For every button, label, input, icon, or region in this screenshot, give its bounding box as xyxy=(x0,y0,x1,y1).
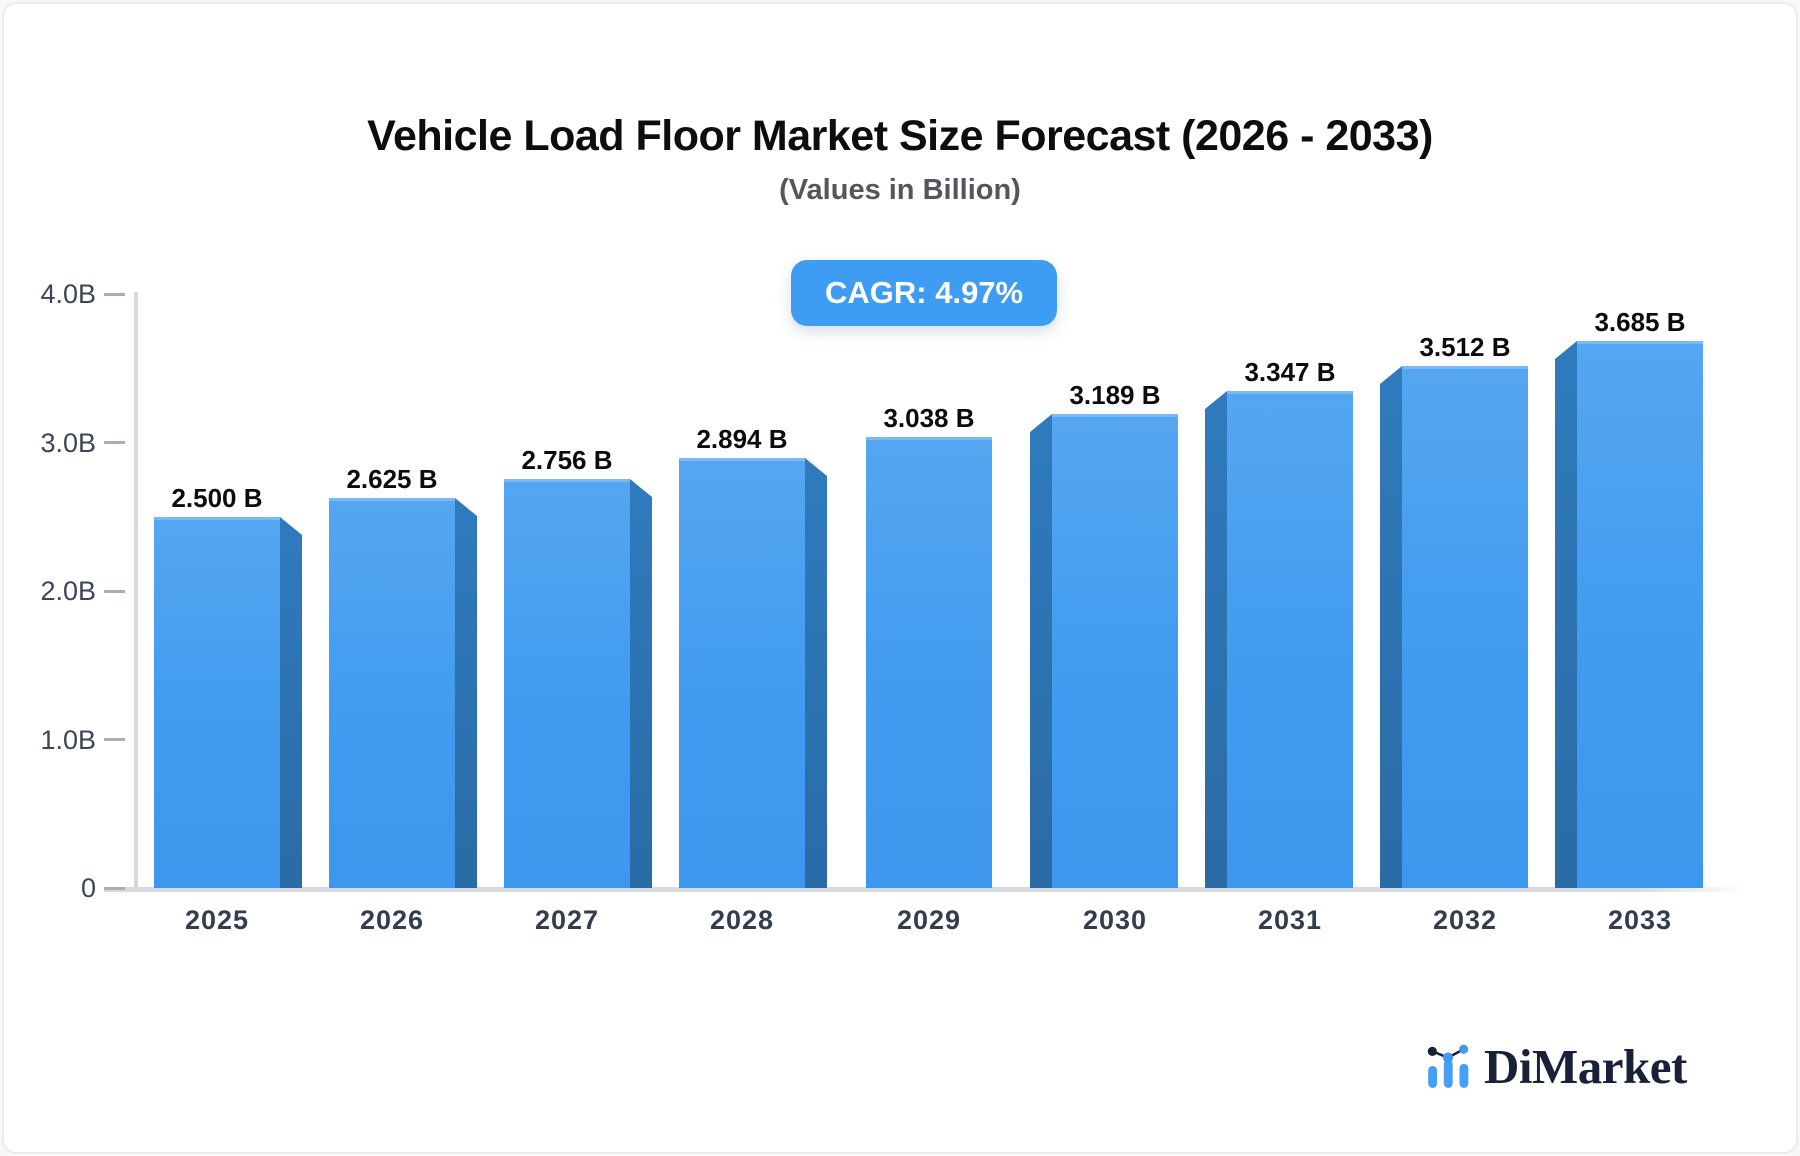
y-axis-tick-label: 0 xyxy=(80,873,96,903)
x-axis-label: 2027 xyxy=(534,905,600,935)
x-axis-label: 2029 xyxy=(896,905,962,935)
bar-value-label: 3.347 B xyxy=(1244,357,1336,387)
bar xyxy=(154,517,280,888)
bar-value-label: 2.500 B xyxy=(171,483,263,513)
bar-3d-side xyxy=(1380,366,1402,888)
bar-value-label: 3.189 B xyxy=(1069,380,1161,410)
bar-value-label: 2.625 B xyxy=(346,464,438,494)
bar-3d-side xyxy=(1205,391,1227,888)
y-axis-tick-label: 1.0B xyxy=(40,724,96,755)
bar-group-2029: 3.038 B 2029 xyxy=(855,405,1003,935)
x-axis-label: 2033 xyxy=(1607,905,1673,935)
x-axis-label: 2028 xyxy=(709,905,775,935)
y-axis-line xyxy=(134,292,138,890)
y-axis-tick-label: 3.0B xyxy=(40,427,96,458)
x-axis-baseline xyxy=(104,887,1746,892)
bar-value-label: 3.512 B xyxy=(1419,332,1511,362)
bar-group-2032: 3.512 B 2032 xyxy=(1380,334,1528,935)
plot-area: 4.0B 3.0B 2.0B 1.0B 0 2.500 B 2025 2.625 B 2026… xyxy=(4,4,1796,1152)
y-axis-tick-mark xyxy=(104,738,125,741)
bar-group-2028: 2.894 B 2028 xyxy=(679,426,827,935)
bar xyxy=(504,479,630,888)
bar-value-label: 3.685 B xyxy=(1594,307,1686,337)
bar-value-label: 2.894 B xyxy=(696,424,788,454)
bar xyxy=(329,498,455,888)
y-axis-tick-mark xyxy=(104,292,125,296)
brand-logo: DiMarket xyxy=(1424,1042,1687,1091)
bar xyxy=(866,437,992,888)
bar xyxy=(1227,391,1353,888)
bar-group-2026: 2.625 B 2026 xyxy=(329,466,477,935)
bar-value-label: 3.038 B xyxy=(883,403,975,433)
bar-group-2030: 3.189 B 2030 xyxy=(1030,382,1178,935)
x-axis-label: 2031 xyxy=(1257,905,1323,935)
cagr-badge: CAGR: 4.97% xyxy=(791,260,1058,326)
bar xyxy=(1052,414,1178,888)
logo-chart-icon xyxy=(1427,1044,1469,1088)
bar-group-2025: 2.500 B 2025 xyxy=(154,485,302,935)
y-axis-tick-mark xyxy=(104,441,125,444)
chart-subtitle: (Values in Billion) xyxy=(779,174,1021,206)
x-axis-label: 2032 xyxy=(1432,905,1498,935)
bar-group-2031: 3.347 B 2031 xyxy=(1205,359,1353,935)
bar-3d-side xyxy=(1030,414,1052,888)
y-axis-tick-mark xyxy=(104,886,125,890)
bar xyxy=(679,458,805,888)
brand-name: DiMarket xyxy=(1484,1039,1687,1094)
y-axis-tick-mark xyxy=(104,589,125,593)
x-axis-label: 2025 xyxy=(184,905,250,935)
bar-3d-side xyxy=(630,479,652,888)
bar-3d-side xyxy=(805,458,827,888)
bar-group-2033: 3.685 B 2033 xyxy=(1555,309,1703,935)
bar-value-label: 2.756 B xyxy=(521,445,613,475)
bar-group-2027: 2.756 B 2027 xyxy=(504,447,652,935)
bar xyxy=(1402,366,1528,888)
chart-title: Vehicle Load Floor Market Size Forecast … xyxy=(367,112,1433,160)
x-axis-label: 2030 xyxy=(1082,905,1148,935)
y-axis-tick-label: 2.0B xyxy=(40,576,96,606)
bar-3d-side xyxy=(280,517,302,888)
y-axis-tick-label: 4.0B xyxy=(40,279,96,309)
x-axis-label: 2026 xyxy=(359,905,425,935)
bar-3d-side xyxy=(455,498,477,888)
bar xyxy=(1577,341,1703,888)
bar-3d-side xyxy=(1555,341,1577,888)
